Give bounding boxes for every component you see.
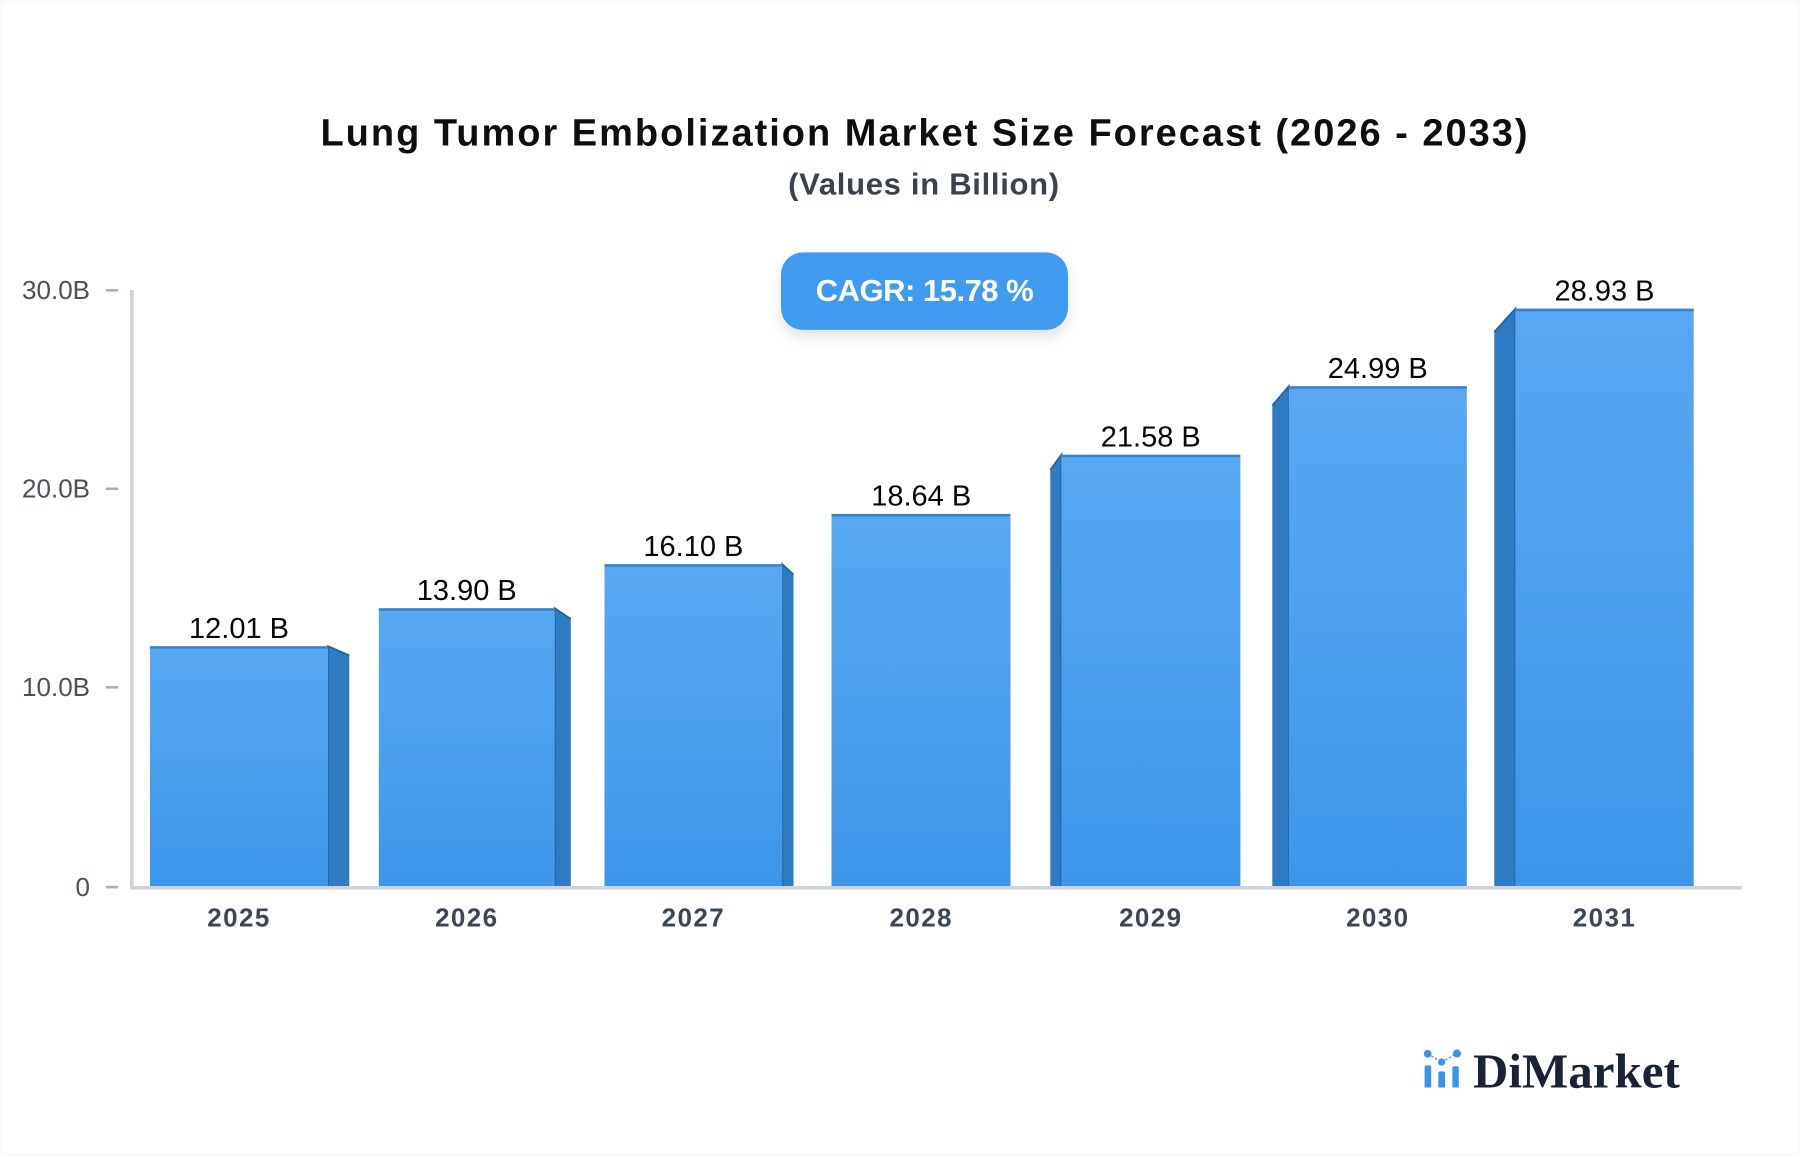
svg-text:12.01 B: 12.01 B xyxy=(189,613,289,645)
svg-text:DiMarket: DiMarket xyxy=(1473,1044,1680,1099)
svg-text:(Values in Billion): (Values in Billion) xyxy=(788,167,1060,202)
svg-text:0: 0 xyxy=(76,872,90,902)
svg-text:2026: 2026 xyxy=(435,903,498,933)
svg-text:30.0B: 30.0B xyxy=(22,275,90,305)
svg-text:2030: 2030 xyxy=(1346,903,1409,933)
svg-text:28.93 B: 28.93 B xyxy=(1555,275,1655,307)
svg-text:CAGR: 15.78 %: CAGR: 15.78 % xyxy=(816,273,1033,308)
svg-text:2031: 2031 xyxy=(1573,903,1636,933)
svg-text:Lung Tumor Embolization Market: Lung Tumor Embolization Market Size Fore… xyxy=(320,113,1529,155)
svg-text:2029: 2029 xyxy=(1119,903,1182,933)
svg-text:24.99 B: 24.99 B xyxy=(1328,353,1428,385)
svg-text:18.64 B: 18.64 B xyxy=(871,481,971,513)
svg-text:2025: 2025 xyxy=(207,903,270,933)
svg-text:10.0B: 10.0B xyxy=(22,672,90,702)
svg-text:16.10 B: 16.10 B xyxy=(643,531,743,563)
svg-text:2028: 2028 xyxy=(889,903,952,933)
svg-text:13.90 B: 13.90 B xyxy=(417,575,517,607)
svg-text:21.58 B: 21.58 B xyxy=(1101,422,1201,454)
svg-text:20.0B: 20.0B xyxy=(22,474,90,504)
svg-text:2027: 2027 xyxy=(662,903,725,933)
